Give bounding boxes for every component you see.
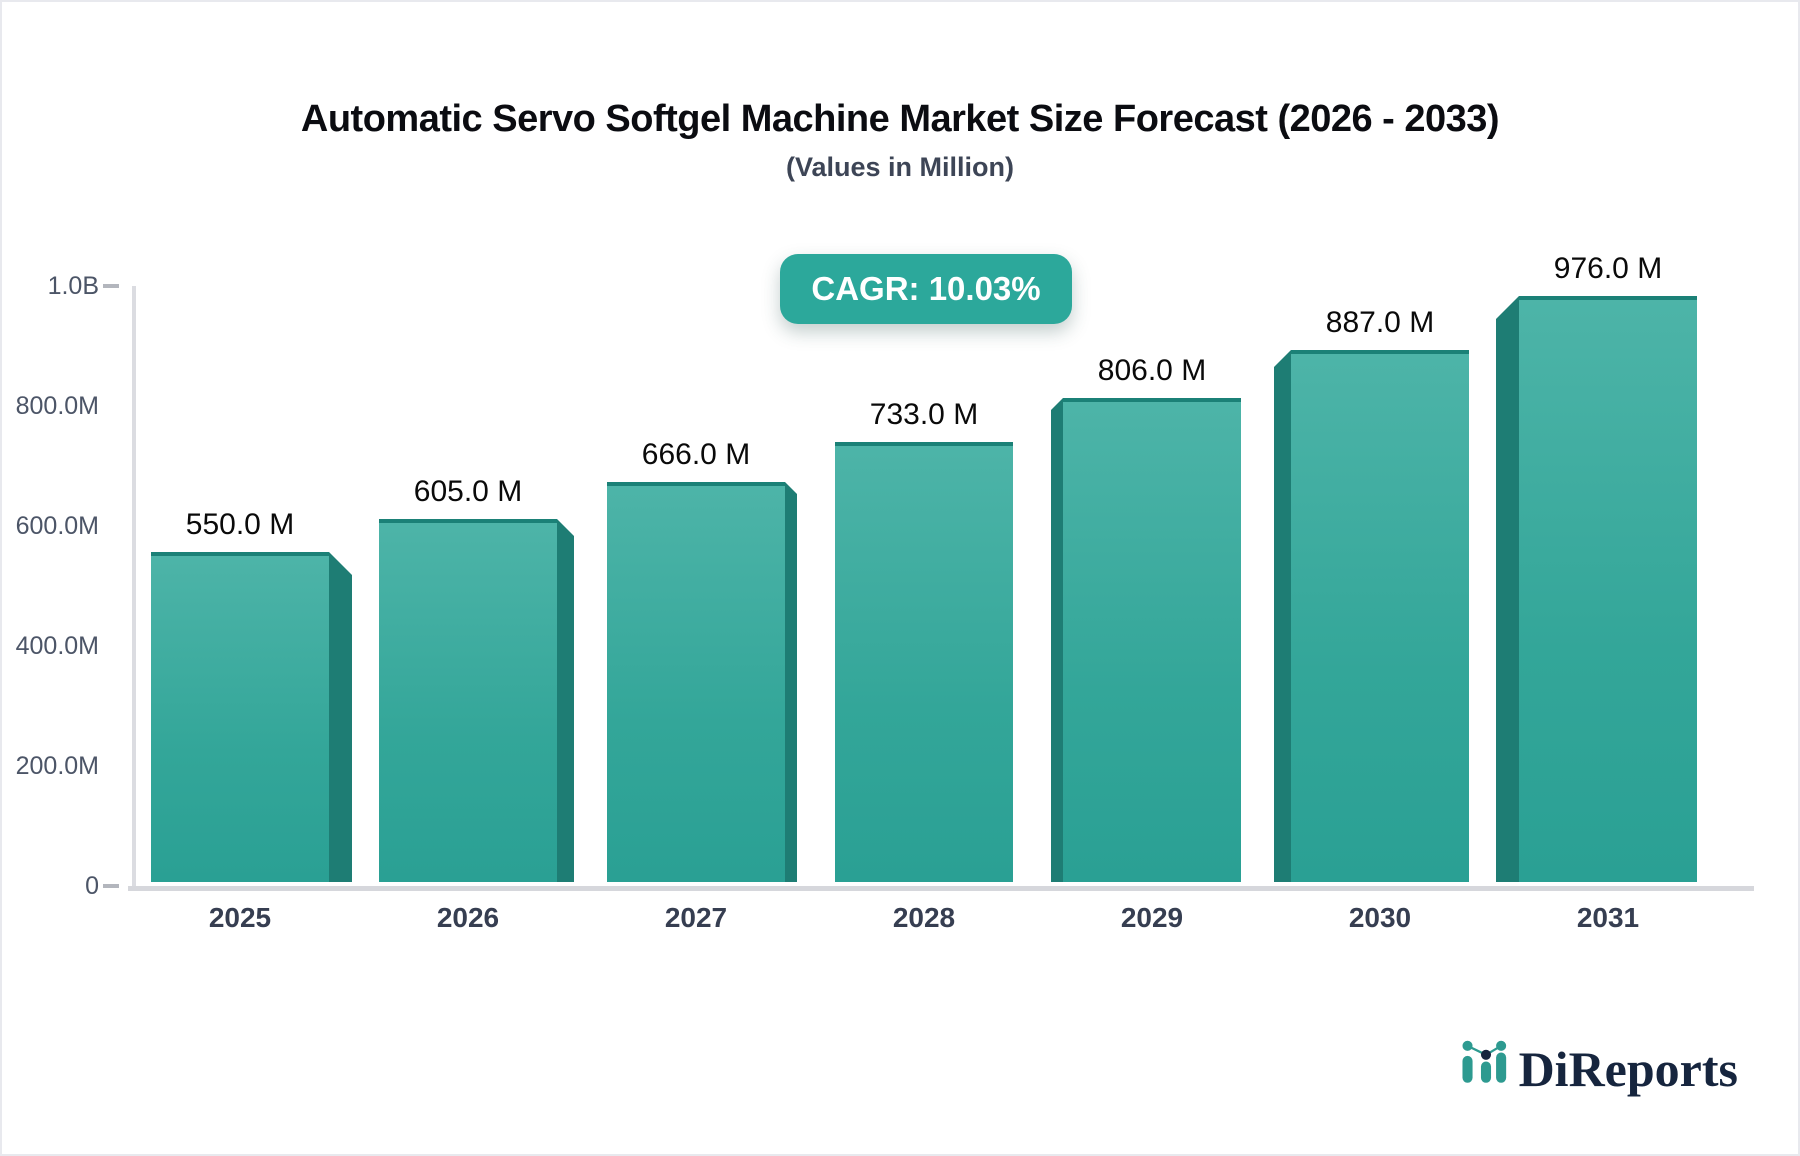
y-tick-label-1.0B: 1.0B (47, 272, 99, 300)
logo-bar-right (1495, 1052, 1506, 1083)
bar-2031 (1519, 296, 1697, 882)
y-tick-dash-1.0B (103, 284, 119, 288)
bar-2029-side-face (1051, 398, 1063, 882)
logo-bar-left (1462, 1055, 1473, 1083)
logo-dot-middle (1480, 1049, 1491, 1060)
y-tick-dash-0 (103, 884, 119, 888)
x-tick-label-2026: 2026 (436, 902, 500, 933)
logo-dot-right (1495, 1040, 1506, 1051)
bar-2027-side-face (785, 482, 797, 882)
bar-2025-side-face (329, 552, 352, 882)
bar-value-label-2029: 806.0 M (1097, 354, 1207, 387)
bar-2027 (607, 482, 785, 882)
chart-subtitle: (Values in Million) (785, 152, 1015, 182)
x-tick-label-2025: 2025 (208, 902, 272, 933)
cagr-badge: CAGR: 10.03% (780, 254, 1072, 324)
bar-2028 (835, 442, 1013, 882)
y-tick-label-600.0M: 600.0M (15, 512, 99, 540)
y-tick-label-200.0M: 200.0M (15, 752, 99, 780)
bar-value-label-2025: 550.0 M (185, 508, 295, 541)
direports-logo-icon (1462, 1040, 1506, 1083)
y-tick-label-0: 0 (85, 872, 99, 900)
bar-value-label-2027: 666.0 M (641, 438, 751, 471)
x-axis-baseline (128, 886, 1754, 891)
x-tick-label-2027: 2027 (664, 902, 728, 933)
chart-title: Automatic Servo Softgel Machine Market S… (300, 98, 1500, 140)
direports-logo: DiReports (1461, 1038, 1738, 1094)
y-tick-label-800.0M: 800.0M (15, 392, 99, 420)
x-tick-label-2030: 2030 (1348, 902, 1412, 933)
bar-2025 (151, 552, 329, 882)
x-tick-label-2029: 2029 (1120, 902, 1184, 933)
direports-logo-text: DiReports (1518, 1041, 1738, 1097)
bar-value-label-2026: 605.0 M (413, 475, 523, 508)
y-tick-label-400.0M: 400.0M (15, 632, 99, 660)
bar-2030-side-face (1274, 350, 1291, 882)
y-axis-line (132, 286, 136, 888)
bar-2030 (1291, 350, 1469, 882)
x-tick-label-2028: 2028 (892, 902, 956, 933)
bar-value-label-2030: 887.0 M (1325, 306, 1435, 339)
logo-bar-middle (1480, 1061, 1491, 1083)
bar-2026-side-face (557, 519, 574, 882)
bar-value-label-2031: 976.0 M (1553, 252, 1663, 285)
bar-value-label-2028: 733.0 M (869, 398, 979, 431)
bar-2031-side-face (1496, 296, 1519, 882)
x-tick-label-2031: 2031 (1576, 902, 1640, 933)
bar-2026 (379, 519, 557, 882)
bar-2029 (1063, 398, 1241, 882)
logo-dot-left (1462, 1040, 1473, 1051)
